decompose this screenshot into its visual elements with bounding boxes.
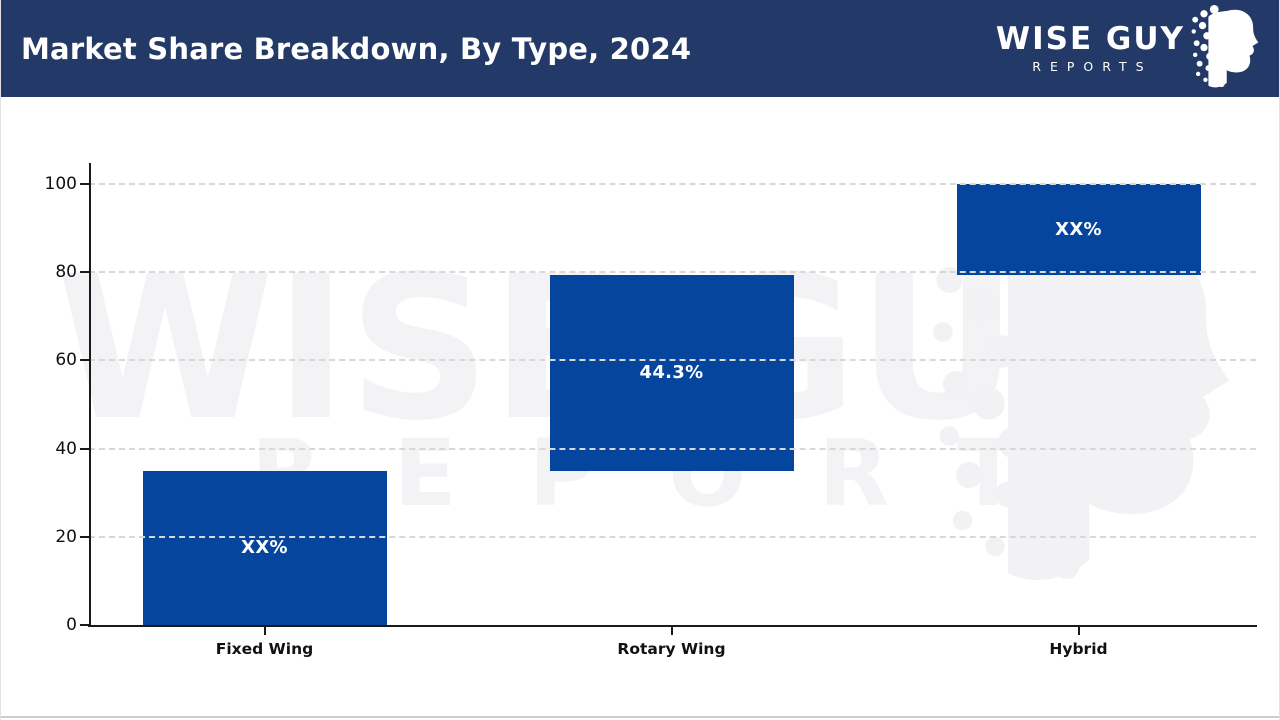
page-title: Market Share Breakdown, By Type, 2024 [21, 31, 692, 66]
bar-value-label: XX% [241, 537, 288, 559]
y-tick-label: 80 [55, 262, 77, 282]
logo-subtitle: REPORTS [1032, 58, 1153, 74]
y-tick-label: 100 [44, 174, 77, 194]
y-tick-mark [80, 448, 89, 450]
y-tick-mark [80, 536, 89, 538]
gridline [89, 448, 1256, 450]
y-tick-label: 40 [55, 439, 77, 459]
x-tick-label: Rotary Wing [617, 640, 726, 658]
y-tick-mark [80, 624, 89, 626]
x-tick-label: Fixed Wing [215, 640, 314, 658]
x-tick-label: Hybrid [1049, 640, 1108, 658]
bar-value-label: 44.3% [639, 362, 704, 384]
y-tick-mark [80, 271, 89, 273]
y-tick-mark [80, 359, 89, 361]
x-tick-mark [263, 627, 266, 635]
bar: 44.3% [549, 275, 794, 471]
logo-wordmark: WISE GUY [995, 21, 1185, 58]
gridline [89, 536, 1256, 538]
y-tick-label: 60 [55, 350, 77, 370]
logo-text: WISE GUY REPORTS [996, 23, 1185, 74]
footer-divider [1, 716, 1279, 718]
bar: XX% [142, 470, 387, 625]
y-tick-label: 0 [66, 615, 77, 635]
header: Market Share Breakdown, By Type, 2024 WI… [1, 0, 1279, 97]
y-tick-mark [80, 183, 89, 185]
x-axis-line [88, 625, 1257, 627]
gridline [89, 359, 1256, 361]
bar-value-label: XX% [1055, 219, 1102, 241]
wiseguy-logo: WISE GUY REPORTS [996, 4, 1263, 93]
gridline [89, 183, 1256, 185]
x-tick-mark [670, 627, 673, 635]
y-tick-label: 20 [55, 527, 77, 547]
y-axis-line [89, 163, 91, 627]
gridline [89, 271, 1256, 273]
x-tick-mark [1077, 627, 1080, 635]
bar: XX% [956, 184, 1201, 276]
